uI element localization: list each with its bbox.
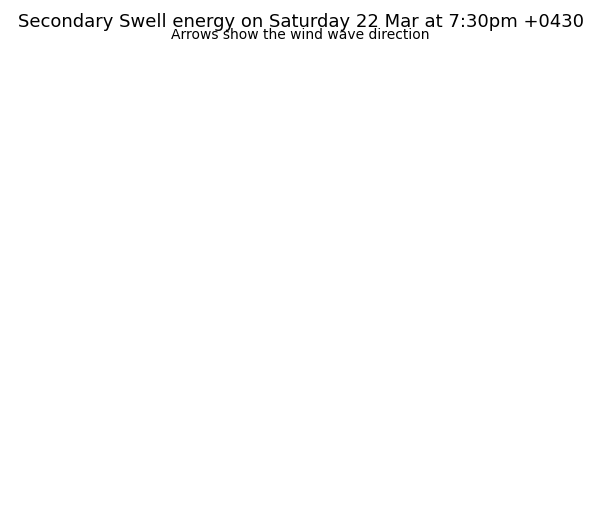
Text: Secondary Swell energy on Saturday 22 Mar at 7:30pm +0430: Secondary Swell energy on Saturday 22 Ma… [17,13,584,31]
Text: Arrows show the wind wave direction: Arrows show the wind wave direction [171,28,430,42]
